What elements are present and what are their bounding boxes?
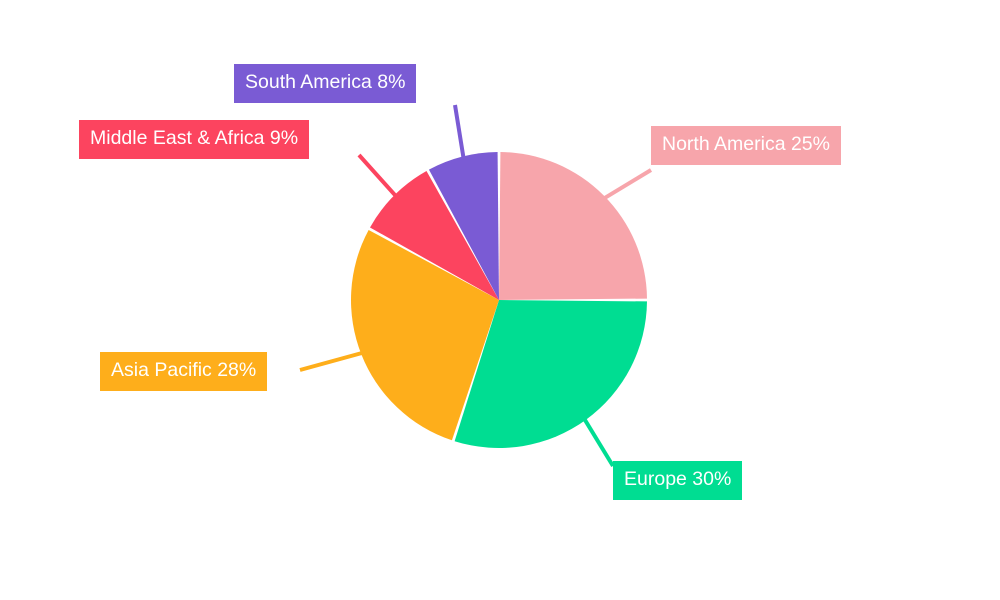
pie-slice[interactable] [350, 229, 499, 441]
slice-label-middle-east-africa[interactable]: Middle East & Africa 9% [79, 120, 310, 159]
pie-slice[interactable] [428, 152, 499, 300]
slice-label-south-america[interactable]: South America 8% [234, 64, 417, 103]
pie-slice[interactable] [454, 300, 647, 448]
pie-slice-group [350, 152, 647, 448]
slice-label-asia-pacific[interactable]: Asia Pacific 28% [100, 352, 268, 391]
pie-slice[interactable] [369, 170, 499, 300]
pie-slice[interactable] [499, 152, 647, 300]
leader-line [299, 348, 373, 372]
slice-label-north-america[interactable]: North America 25% [651, 126, 841, 165]
slice-label-europe[interactable]: Europe 30% [613, 461, 743, 500]
